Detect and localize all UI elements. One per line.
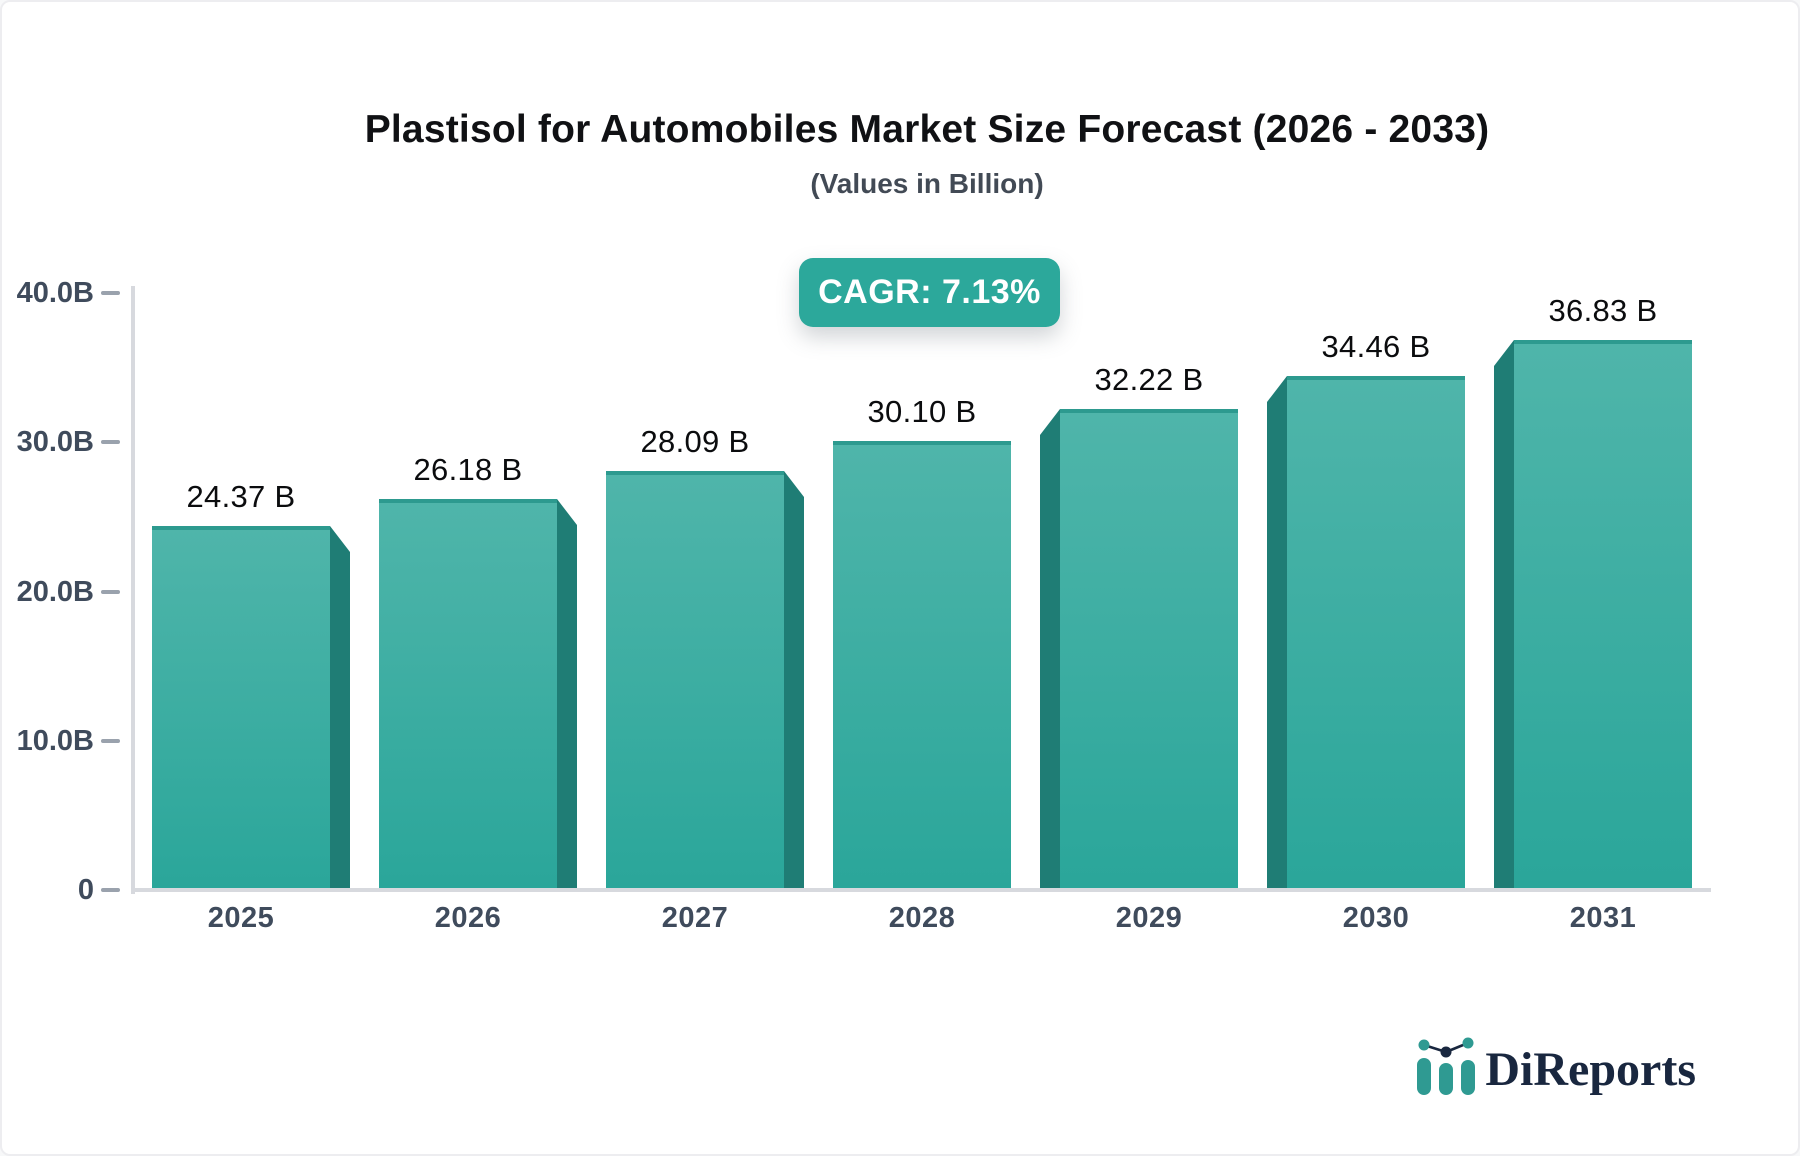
x-axis-label: 2025 <box>207 902 275 934</box>
bar-value-label: 28.09 B <box>640 424 750 459</box>
bar-side-2026 <box>557 499 577 890</box>
bar-2031 <box>1514 340 1692 890</box>
y-tick-mark <box>101 440 120 445</box>
y-tick-label: 40.0B <box>16 277 94 309</box>
bar-value-label: 36.83 B <box>1548 293 1658 328</box>
bar-side-2030 <box>1267 376 1287 890</box>
y-tick-mark <box>101 888 120 892</box>
bar-value-label: 30.10 B <box>867 394 977 429</box>
bar-2027 <box>606 471 784 890</box>
bar-2025 <box>152 526 330 890</box>
bar-value-label: 24.37 B <box>186 479 296 514</box>
brand-logo: DiReports <box>1413 1030 1696 1096</box>
y-tick-mark <box>101 589 120 594</box>
logo-text: DiReports <box>1485 1043 1696 1096</box>
bar-side-2027 <box>784 471 804 890</box>
x-axis-label: 2027 <box>661 902 729 934</box>
chart-title: Plastisol for Automobiles Market Size Fo… <box>364 108 1490 151</box>
y-tick-mark <box>101 738 120 743</box>
x-axis-label: 2026 <box>434 902 502 934</box>
bar-value-label: 26.18 B <box>413 452 523 487</box>
x-axis-label: 2031 <box>1569 902 1637 934</box>
logo-bar-chart-icon <box>1417 1037 1476 1095</box>
y-tick-label: 10.0B <box>16 724 94 757</box>
x-axis-label: 2029 <box>1115 902 1183 934</box>
cagr-badge: CAGR: 7.13% <box>799 258 1060 327</box>
y-axis-line <box>131 286 135 894</box>
bar-value-label: 32.22 B <box>1094 362 1204 397</box>
bar-side-2031 <box>1494 340 1514 890</box>
x-axis-label: 2028 <box>888 902 956 934</box>
chart-subtitle: (Values in Billion) <box>810 168 1044 199</box>
x-axis-line <box>131 888 1711 892</box>
bar-value-label: 34.46 B <box>1321 329 1431 364</box>
bar-2026 <box>379 499 557 890</box>
bar-2029 <box>1060 409 1238 890</box>
y-tick-label: 20.0B <box>16 575 94 608</box>
bar-side-2029 <box>1040 409 1060 890</box>
x-axis-label: 2030 <box>1342 902 1410 934</box>
cagr-badge-label: CAGR: 7.13% <box>818 273 1041 311</box>
y-tick-mark <box>101 291 120 295</box>
bar-side-2025 <box>330 526 350 890</box>
bar-2030 <box>1287 376 1465 890</box>
y-tick-label: 30.0B <box>16 426 94 459</box>
bar-2028 <box>833 441 1011 890</box>
y-tick-label: 0 <box>77 874 94 906</box>
